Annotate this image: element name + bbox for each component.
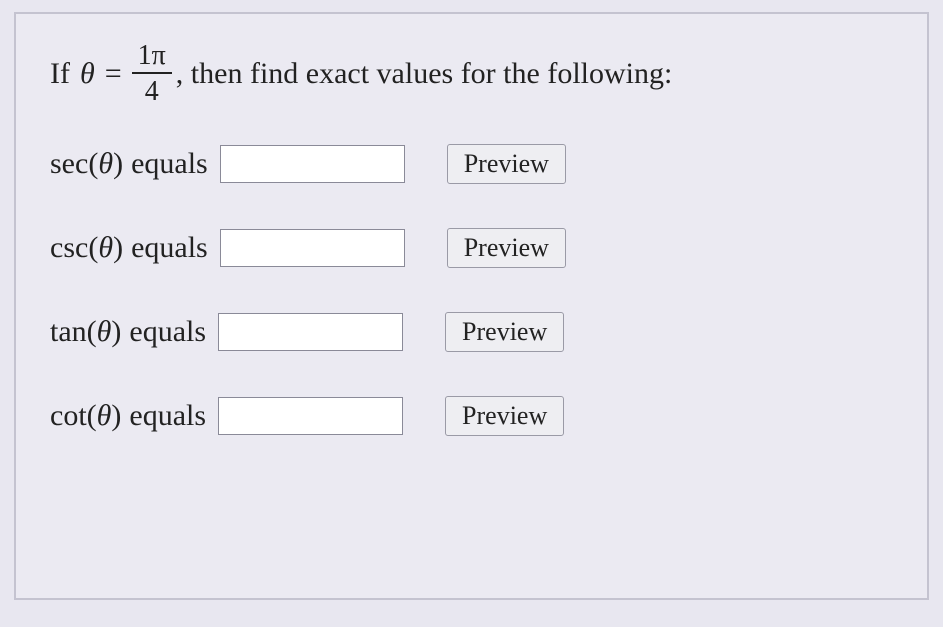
cot-input[interactable] (218, 397, 403, 435)
trig-label-tan: tan(θ) (50, 315, 121, 349)
csc-input[interactable] (220, 229, 405, 267)
question-equals: = (105, 56, 122, 92)
sec-input[interactable] (220, 145, 405, 183)
fn-name: cot (50, 399, 87, 433)
fn-name: tan (50, 315, 87, 349)
question-prefix: If (50, 56, 70, 92)
close-paren: ) (113, 147, 123, 181)
close-paren: ) (113, 231, 123, 265)
fraction-denominator: 4 (139, 74, 165, 106)
open-paren: ( (88, 231, 98, 265)
fn-arg: θ (98, 147, 113, 181)
preview-button[interactable]: Preview (445, 396, 564, 436)
problem-panel: If θ = 1π 4 , then find exact values for… (14, 12, 929, 600)
fn-arg: θ (97, 315, 112, 349)
trig-label-csc: csc(θ) (50, 231, 123, 265)
equals-word: equals (129, 399, 206, 433)
answer-row: sec(θ) equals Preview (50, 144, 893, 184)
question-variable: θ (80, 56, 95, 92)
fn-arg: θ (98, 231, 113, 265)
answer-row: tan(θ) equals Preview (50, 312, 893, 352)
fraction-numerator: 1π (132, 42, 172, 74)
tan-input[interactable] (218, 313, 403, 351)
equals-word: equals (131, 147, 208, 181)
preview-button[interactable]: Preview (447, 228, 566, 268)
question-text: If θ = 1π 4 , then find exact values for… (50, 42, 893, 106)
trig-label-cot: cot(θ) (50, 399, 121, 433)
trig-label-sec: sec(θ) (50, 147, 123, 181)
answer-row: cot(θ) equals Preview (50, 396, 893, 436)
fn-name: csc (50, 231, 88, 265)
fn-name: sec (50, 147, 88, 181)
equals-word: equals (131, 231, 208, 265)
open-paren: ( (87, 315, 97, 349)
fn-arg: θ (97, 399, 112, 433)
preview-button[interactable]: Preview (447, 144, 566, 184)
question-fraction: 1π 4 (132, 42, 172, 106)
open-paren: ( (87, 399, 97, 433)
equals-word: equals (129, 315, 206, 349)
answer-row: csc(θ) equals Preview (50, 228, 893, 268)
open-paren: ( (88, 147, 98, 181)
close-paren: ) (111, 315, 121, 349)
question-suffix: , then find exact values for the followi… (176, 56, 673, 92)
preview-button[interactable]: Preview (445, 312, 564, 352)
close-paren: ) (111, 399, 121, 433)
